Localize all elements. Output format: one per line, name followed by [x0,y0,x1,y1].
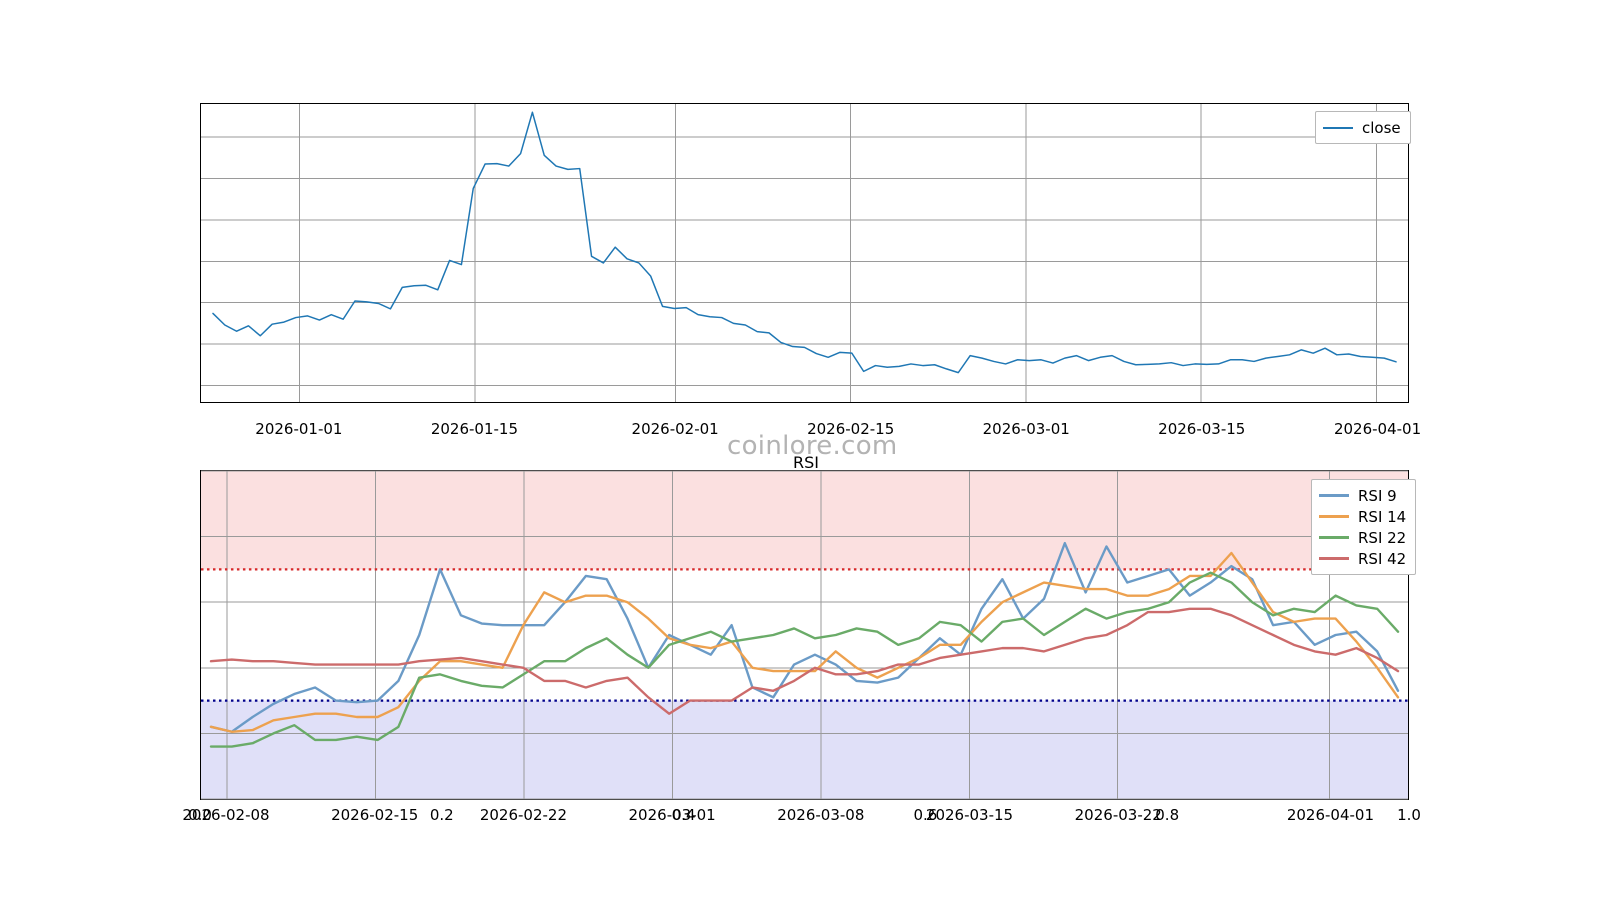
rsi-legend[interactable]: RSI 9 RSI 14 RSI 22 RSI 42 [1311,479,1417,575]
watermark: coinlore.com [727,431,898,461]
rsi-y-axis-ticks: 0204060801000.00.20.4 [0,0,200,900]
price-x-tick-label: 2026-03-01 [982,420,1070,438]
price-x-tick-label: 2026-01-15 [430,420,519,438]
legend-label: RSI 22 [1358,528,1407,547]
rsi-x-tick-label: 2026-02-08 [182,806,270,824]
legend-color-swatch [1319,515,1349,518]
legend-item[interactable]: RSI 9 [1319,485,1406,506]
price-x-tick-label: 2026-03-15 [1158,420,1246,438]
rsi-x-tick-label-secondary: 0.6 [913,806,938,824]
rsi-x-tick-label-secondary: 1.0 [1397,806,1421,824]
rsi-plot-area [201,470,1408,800]
legend-label: RSI 42 [1358,549,1407,568]
rsi-x-tick-label: 2026-02-22 [479,806,567,824]
rsi-chart-panel [200,470,1409,800]
legend-color-swatch [1319,536,1349,539]
legend-item[interactable]: RSI 42 [1319,548,1406,569]
price-x-tick-label: 2026-01-01 [255,420,343,438]
legend-label: RSI 14 [1358,507,1407,526]
price-x-tick-label: 2026-02-01 [631,420,719,438]
rsi-x-tick-label: 2026-03-15 [925,806,1014,824]
rsi-x-tick-label: 2026-03-01 [628,806,716,824]
rsi-x-tick-label-secondary: 0.2 [429,806,454,824]
legend-label: RSI 9 [1358,486,1397,505]
price-legend[interactable]: close [1315,111,1411,144]
rsi-x-tick-label: 2026-04-01 [1286,806,1374,824]
price-x-tick-label: 2026-02-15 [807,420,895,438]
legend-item[interactable]: RSI 14 [1319,506,1406,527]
legend-color-swatch [1319,557,1349,560]
legend-color-swatch [1323,126,1353,129]
rsi-x-tick-label: 2026-03-22 [1074,806,1162,824]
rsi-x-tick-label-secondary: 0.8 [1155,806,1180,824]
rsi-x-tick-label-secondary: 0.0 [188,806,212,824]
rsi-x-tick-label: 2026-03-08 [777,806,865,824]
legend-color-swatch [1319,494,1349,497]
price-plot-area [201,104,1408,402]
legend-item[interactable]: close [1323,117,1401,138]
price-chart-panel [200,103,1409,403]
legend-item[interactable]: RSI 22 [1319,527,1406,548]
legend-label: close [1362,118,1401,137]
rsi-x-tick-label-secondary: 0.4 [671,806,696,824]
rsi-panel-title: RSI [793,453,819,472]
price-x-tick-label: 2026-04-01 [1333,420,1422,438]
rsi-x-tick-label: 2026-02-15 [331,806,419,824]
